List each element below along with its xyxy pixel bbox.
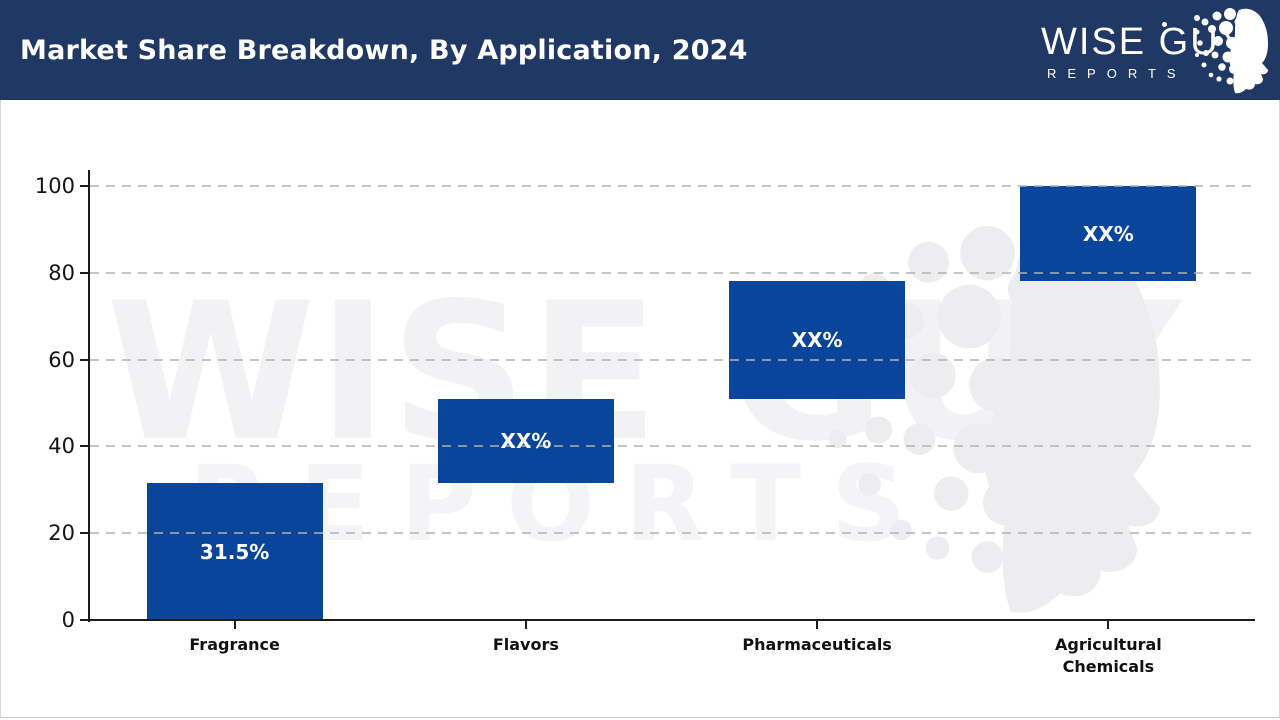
y-tick-label: 40 bbox=[48, 434, 75, 459]
y-tick-mark bbox=[80, 532, 89, 535]
y-axis-line bbox=[88, 170, 90, 622]
y-tick-label: 20 bbox=[48, 521, 75, 546]
y-tick-mark bbox=[80, 619, 89, 621]
y-tick-label: 60 bbox=[48, 347, 75, 372]
x-tick-mark bbox=[816, 621, 819, 629]
y-tick-mark bbox=[80, 445, 89, 448]
gridline bbox=[90, 445, 1254, 448]
x-axis-category-label: Agricultural Chemicals bbox=[1054, 635, 1162, 676]
bar-pharmaceuticals bbox=[729, 281, 906, 399]
gridline bbox=[90, 271, 1254, 274]
y-tick-label: 80 bbox=[48, 260, 75, 285]
page-title: Market Share Breakdown, By Application, … bbox=[20, 35, 748, 66]
gridline bbox=[90, 185, 1254, 187]
x-axis-category-label: Flavors bbox=[492, 635, 559, 654]
plot: 31.5% XX% XX% XX% 0 20 40 60 80 100 Fragrance Flavo… bbox=[1, 100, 1279, 717]
y-tick-mark bbox=[80, 358, 89, 361]
logo-accent-dot bbox=[1194, 15, 1200, 21]
x-tick-mark bbox=[524, 621, 527, 629]
x-axis-line bbox=[88, 619, 1255, 621]
bar-flavors bbox=[437, 398, 614, 484]
x-axis-category-label: Fragrance bbox=[189, 635, 280, 654]
y-tick-mark bbox=[80, 271, 89, 274]
x-tick-mark bbox=[1107, 621, 1110, 629]
bar-value-label: XX% bbox=[1082, 221, 1134, 246]
bar-value-label: XX% bbox=[791, 328, 843, 353]
chart-area: WISE GUY REPORTS 31.5% XX% XX% XX% 0 20 40 60 80… bbox=[0, 100, 1280, 718]
gridline bbox=[90, 358, 1254, 361]
logo-subtitle: REPORTS bbox=[1047, 66, 1187, 81]
y-tick-mark bbox=[80, 185, 89, 187]
header-bar: Market Share Breakdown, By Application, … bbox=[0, 0, 1280, 100]
x-axis-category-label: Pharmaceuticals bbox=[742, 635, 892, 654]
logo-accent-dot bbox=[1162, 22, 1167, 27]
y-tick-label: 100 bbox=[34, 174, 75, 198]
x-tick-mark bbox=[233, 621, 236, 629]
bar-value-label: XX% bbox=[500, 428, 552, 453]
bar-value-label: 31.5% bbox=[199, 539, 270, 564]
dot-head-logo-icon bbox=[1194, 8, 1268, 94]
y-tick-label: 0 bbox=[61, 608, 75, 632]
bar-agricultural-chemicals bbox=[1020, 186, 1197, 282]
bar-fragrance bbox=[146, 483, 323, 620]
gridline bbox=[90, 532, 1254, 535]
